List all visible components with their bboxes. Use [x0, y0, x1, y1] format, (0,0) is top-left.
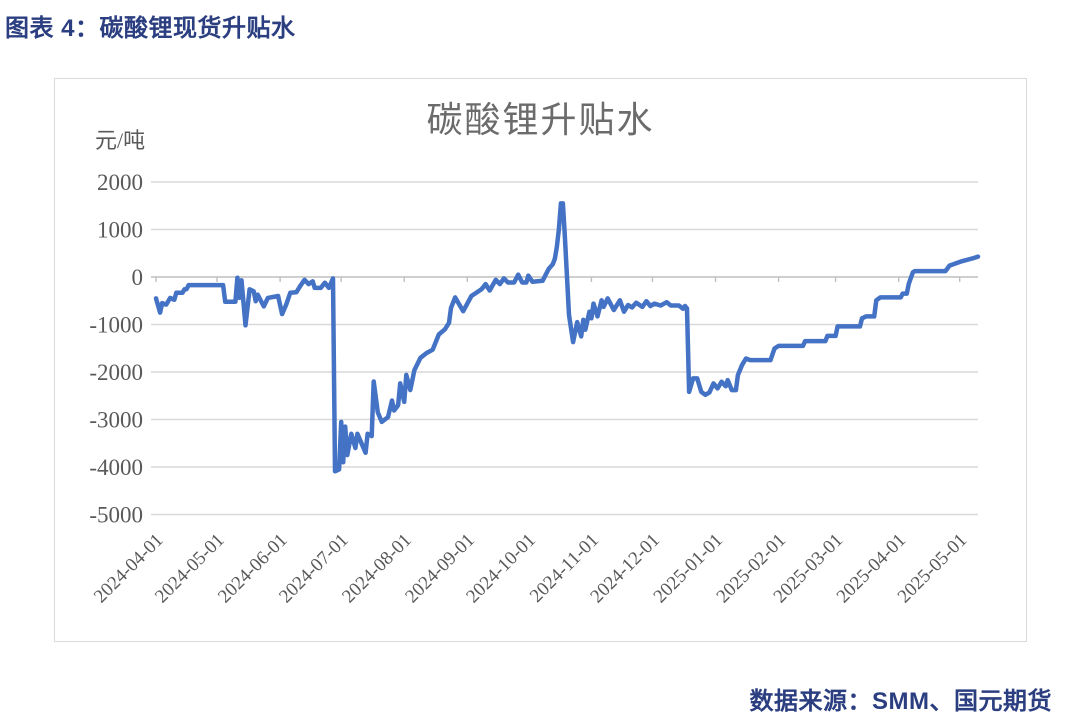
- chart-title: 碳酸锂升贴水: [426, 100, 655, 140]
- y-tick-label: -1000: [89, 313, 143, 338]
- y-tick-label: -4000: [89, 455, 143, 480]
- data-source-note: 数据来源：SMM、国元期货: [749, 688, 1052, 715]
- y-tick-label: -3000: [89, 408, 143, 433]
- y-tick-label: -5000: [89, 503, 143, 528]
- y-tick-label: 1000: [97, 218, 143, 243]
- y-tick-label: -2000: [89, 360, 143, 385]
- y-tick-label: 0: [132, 265, 144, 290]
- line-chart-plot: 200010000-1000-2000-3000-4000-50002024-0…: [89, 170, 981, 607]
- figure-caption: 图表 4：碳酸锂现货升贴水: [5, 15, 296, 42]
- chart-container: 碳酸锂升贴水 元/吨 2000 1000 0 -1000 -2000 -3000 -4000…: [54, 78, 1027, 642]
- y-axis-unit-label: 元/吨: [95, 128, 146, 153]
- series-line: [153, 201, 981, 474]
- y-tick-label: 2000: [97, 170, 143, 195]
